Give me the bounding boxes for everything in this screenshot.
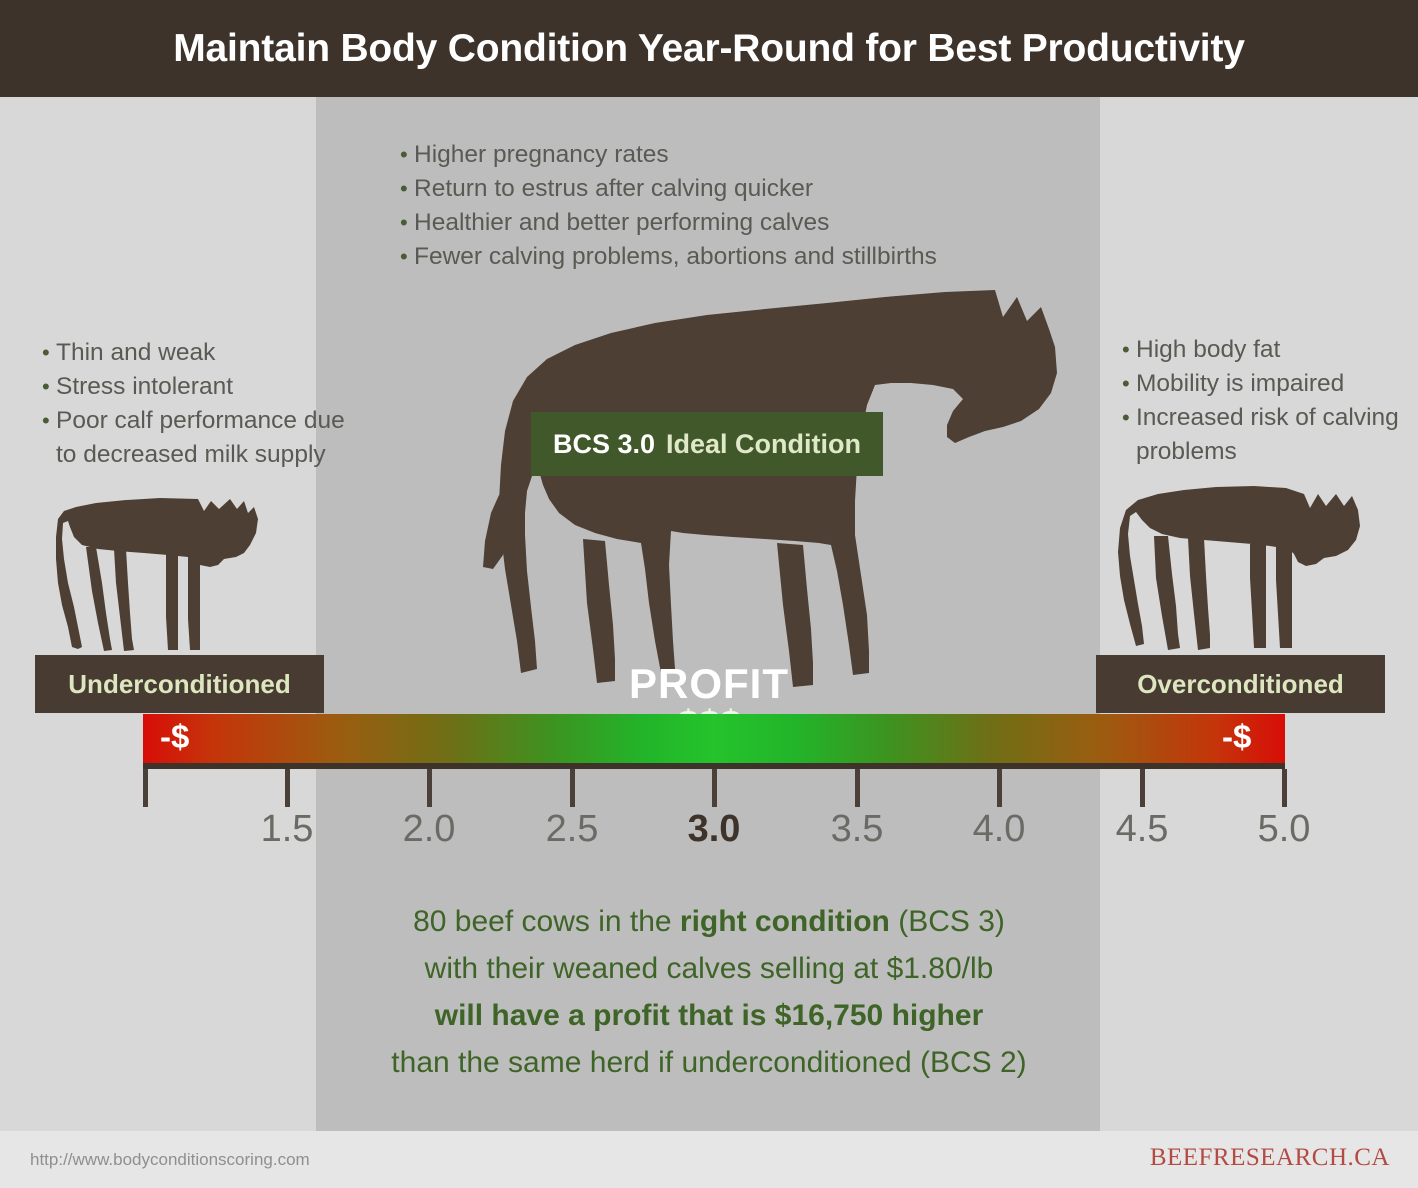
- axis-tick: [285, 769, 290, 807]
- bcs-score-label: BCS 3.0: [552, 428, 656, 459]
- profit-label: PROFIT: [629, 660, 789, 707]
- overconditioned-plaque: Overconditioned: [1096, 655, 1385, 713]
- axis-tick: [427, 769, 432, 807]
- bullet-dot-icon: •: [1122, 371, 1130, 396]
- list-item-label: Healthier and better performing calves: [414, 209, 830, 236]
- list-item-label: Higher pregnancy rates: [414, 141, 669, 168]
- list-item: • Return to estrus after calving quicker: [400, 172, 1060, 206]
- bullet-dot-icon: •: [400, 210, 408, 235]
- overconditioned-effects-list: • High body fat • Mobility is impaired •…: [1122, 333, 1407, 469]
- profit-statement: 80 beef cows in the right condition (BCS…: [0, 898, 1418, 1086]
- footer-strip: [0, 1131, 1418, 1188]
- bcs-ideal-condition-badge: BCS 3.0 Ideal Condition: [531, 412, 883, 476]
- page-title: Maintain Body Condition Year-Round for B…: [173, 26, 1245, 70]
- list-item: • Mobility is impaired: [1122, 367, 1407, 401]
- axis-tick: [855, 769, 860, 807]
- statement-line-1-part-a: 80 beef cows in the: [413, 905, 680, 938]
- bullet-dot-icon: •: [400, 244, 408, 269]
- underconditioned-plaque: Underconditioned: [35, 655, 324, 713]
- bullet-dot-icon: •: [42, 374, 50, 399]
- background-band-center: [316, 97, 1100, 1131]
- axis-tick: [570, 769, 575, 807]
- statement-line-4: than the same herd if underconditioned (…: [391, 1046, 1027, 1079]
- overconditioned-label: Overconditioned: [1137, 668, 1344, 699]
- underconditioned-effects-list: • Thin and weak • Stress intolerant • Po…: [42, 336, 357, 472]
- bullet-dot-icon: •: [1122, 405, 1130, 430]
- list-item: • Healthier and better performing calves: [400, 206, 1060, 240]
- list-item: • Increased risk of calving problems: [1122, 401, 1407, 469]
- statement-line-3: will have a profit that is $16,750 highe…: [434, 999, 984, 1032]
- ideal-cow-silhouette-icon: [455, 285, 1070, 715]
- axis-tick: [143, 769, 148, 807]
- list-item-label: Increased risk of calving problems: [1136, 404, 1399, 465]
- source-url-label[interactable]: http://www.bodyconditionscoring.com: [30, 1150, 310, 1169]
- axis-tick: [997, 769, 1002, 807]
- list-item-label: Thin and weak: [56, 339, 216, 366]
- bullet-dot-icon: •: [42, 408, 50, 433]
- underconditioned-label: Underconditioned: [68, 668, 291, 699]
- statement-line-2: with their weaned calves selling at $1.8…: [424, 952, 994, 985]
- axis-tick: [1282, 769, 1287, 807]
- list-item: • Higher pregnancy rates: [400, 138, 1060, 172]
- negative-dollar-left-label: -$: [160, 718, 190, 755]
- brand-logo-label[interactable]: BEEFRESEARCH.CA: [1149, 1144, 1390, 1171]
- axis-tick: [1140, 769, 1145, 807]
- list-item: • Fewer calving problems, abortions and …: [400, 240, 1060, 274]
- axis-tick-label: 4.0: [972, 808, 1026, 850]
- bullet-dot-icon: •: [400, 176, 408, 201]
- bullet-dot-icon: •: [42, 340, 50, 365]
- list-item-label: Fewer calving problems, abortions and st…: [414, 243, 937, 270]
- axis-tick-label-emphasized: 3.0: [687, 808, 741, 850]
- list-item: • Thin and weak: [42, 336, 357, 370]
- axis-tick-label: 5.0: [1257, 808, 1311, 850]
- axis-tick-label: 1.5: [260, 808, 314, 850]
- negative-dollar-right-label: -$: [1222, 718, 1252, 755]
- axis-tick: [712, 769, 717, 807]
- fat-cow-silhouette-icon: [1118, 478, 1378, 660]
- list-item-label: Poor calf performance due to decreased m…: [56, 407, 345, 468]
- statement-line-1-emphasis: right condition: [679, 905, 890, 938]
- bullet-dot-icon: •: [400, 142, 408, 167]
- list-item: • Stress intolerant: [42, 370, 357, 404]
- statement-line-1: 80 beef cows in the right condition (BCS…: [0, 898, 1418, 945]
- bcs-condition-label: Ideal Condition: [666, 428, 862, 459]
- list-item: • Poor calf performance due to decreased…: [42, 404, 357, 472]
- profit-gradient-bar: [143, 714, 1285, 763]
- bcs-axis-line: [143, 763, 1285, 769]
- thin-cow-silhouette-icon: [48, 487, 288, 662]
- axis-tick-label: 3.5: [830, 808, 884, 850]
- axis-tick-label: 2.0: [402, 808, 456, 850]
- top-benefits-list: • Higher pregnancy rates • Return to est…: [400, 138, 1060, 274]
- list-item-label: Stress intolerant: [56, 373, 234, 400]
- title-bar: Maintain Body Condition Year-Round for B…: [0, 0, 1418, 97]
- list-item-label: Return to estrus after calving quicker: [414, 175, 813, 202]
- bullet-dot-icon: •: [1122, 337, 1130, 362]
- list-item-label: High body fat: [1136, 336, 1281, 363]
- axis-tick-label: 4.5: [1115, 808, 1169, 850]
- list-item: • High body fat: [1122, 333, 1407, 367]
- background-band-left: [0, 97, 316, 1131]
- axis-tick-label: 2.5: [545, 808, 599, 850]
- statement-line-1-part-c: (BCS 3): [889, 905, 1005, 938]
- list-item-label: Mobility is impaired: [1136, 370, 1345, 397]
